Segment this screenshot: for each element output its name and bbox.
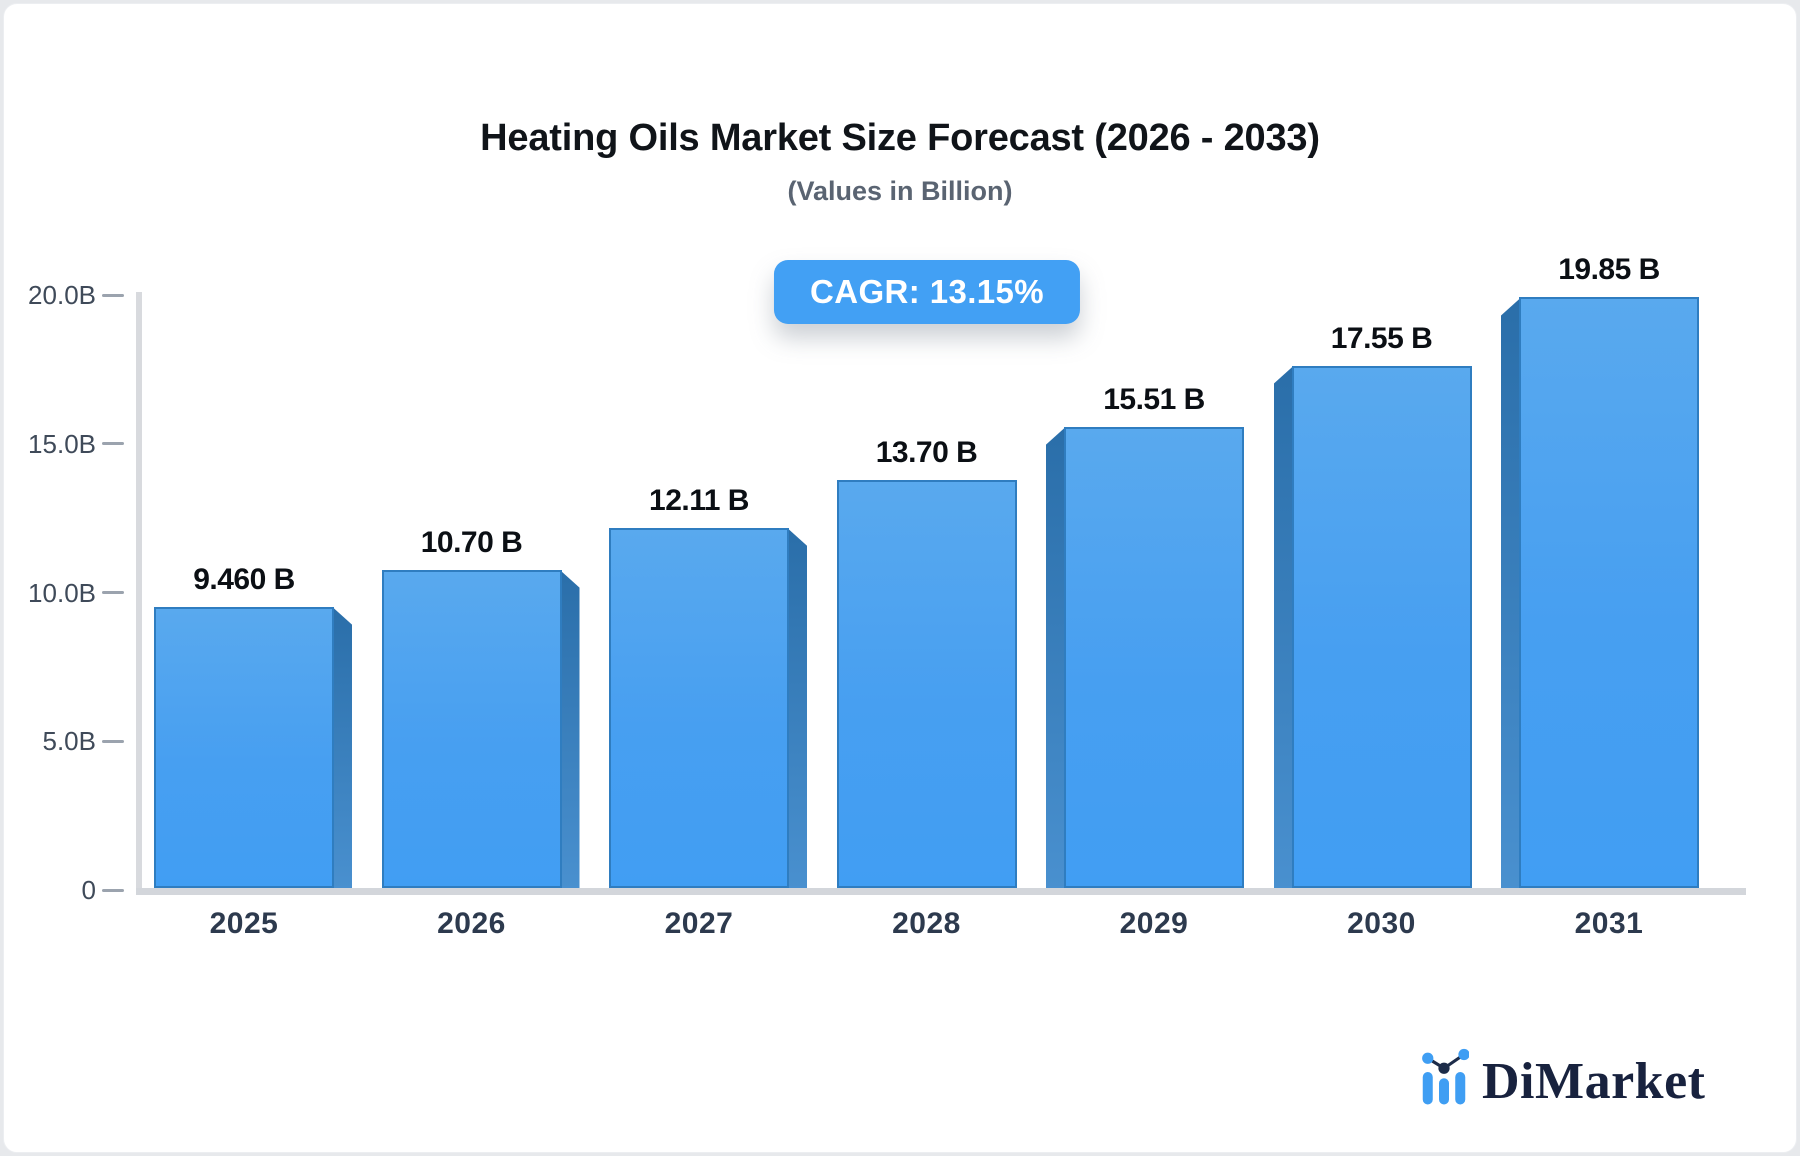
- chart-subtitle: (Values in Billion): [787, 176, 1013, 206]
- y-tick-mark-15.0B: [102, 442, 124, 446]
- bar-2030: [1291, 365, 1472, 888]
- y-tick-mark-0: [102, 888, 124, 892]
- bar-value-label-2029: 15.51 B: [1103, 382, 1205, 416]
- y-tick-label-20.0B: 20.0B: [28, 280, 96, 310]
- bar-value-label-2030: 17.55 B: [1330, 321, 1433, 355]
- bar-side-face-2029: [1046, 426, 1066, 888]
- y-axis-line: [136, 292, 142, 895]
- brand-name: DiMarket: [1482, 1053, 1706, 1110]
- bar-value-label-2025: 9.460 B: [193, 562, 295, 596]
- bar-value-label-2027: 12.11 B: [649, 483, 749, 517]
- x-axis-label-2028: 2028: [892, 907, 961, 940]
- x-axis-label-2026: 2026: [437, 907, 506, 940]
- bar-side-face-2026: [559, 569, 580, 888]
- bar-2025: [154, 606, 334, 888]
- cagr-badge: CAGR: 13.15%: [773, 260, 1081, 324]
- y-tick-label-10.0B: 10.0B: [28, 577, 96, 608]
- bar-side-face-2027: [787, 527, 807, 888]
- bar-value-label-2028: 13.70 B: [875, 436, 978, 470]
- bar-side-face-2030: [1273, 365, 1294, 888]
- bar-2029: [1064, 426, 1244, 888]
- bar-2027: [609, 527, 789, 888]
- chart-title: Heating Oils Market Size Forecast (2026 …: [480, 117, 1320, 159]
- bar-side-face-2031: [1501, 297, 1521, 888]
- brand-logo: DiMarket: [1419, 1040, 1705, 1112]
- x-axis-line: [136, 888, 1746, 895]
- bar-2028: [836, 480, 1017, 888]
- bar-side-face-2025: [332, 606, 352, 888]
- mini-bar-chart-icon: [1419, 1047, 1470, 1112]
- x-axis-label-2025: 2025: [209, 907, 279, 940]
- x-axis-label-2031: 2031: [1574, 907, 1644, 940]
- y-tick-mark-5.0B: [102, 739, 124, 743]
- y-tick-label-0: 0: [81, 875, 96, 905]
- x-axis-label-2027: 2027: [664, 907, 734, 940]
- x-axis-label-2030: 2030: [1347, 907, 1416, 940]
- bar-2031: [1519, 297, 1699, 888]
- y-tick-label-15.0B: 15.0B: [28, 428, 96, 459]
- bar-value-label-2026: 10.70 B: [420, 525, 523, 559]
- bar-2026: [381, 569, 562, 888]
- chart-card: Heating Oils Market Size Forecast (2026 …: [3, 3, 1797, 1153]
- y-tick-label-5.0B: 5.0B: [42, 726, 97, 757]
- bar-value-label-2031: 19.85 B: [1558, 253, 1660, 287]
- y-tick-mark-10.0B: [102, 591, 124, 594]
- y-tick-mark-20.0B: [102, 293, 124, 297]
- x-axis-label-2029: 2029: [1119, 907, 1189, 940]
